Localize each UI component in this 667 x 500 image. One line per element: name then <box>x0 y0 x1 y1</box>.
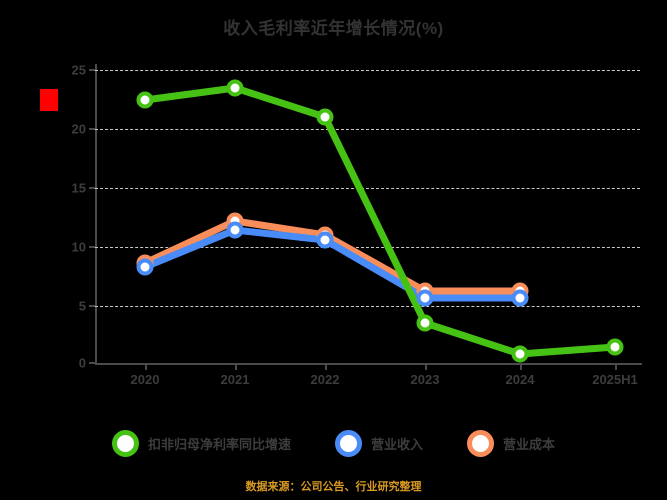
series-lines <box>136 79 624 363</box>
chart-title: 收入毛利率近年增长情况(%) <box>223 19 444 38</box>
y-tick-label-5: 5 <box>78 298 86 314</box>
gridline-10 <box>95 247 640 248</box>
x-tick-label-2020: 2020 <box>130 372 160 387</box>
plot-area: 25 20 15 10 5 0 <box>72 63 640 371</box>
points-green-netprofit <box>136 79 624 363</box>
y-tick-label-10: 10 <box>71 239 86 255</box>
y-tick-mark-0 <box>89 362 95 364</box>
x-axis <box>95 363 642 365</box>
y-tick-label-0: 0 <box>78 355 86 371</box>
legend-item-netprofit[interactable]: 扣非归母净利率同比增速 <box>103 430 291 457</box>
y-tick-mark-25 <box>89 69 95 71</box>
y-tick-mark-20 <box>89 128 95 130</box>
red-highlight-marker <box>40 89 58 111</box>
line-green-netprofit <box>141 84 619 358</box>
legend-label-netprofit: 扣非归母净利率同比增速 <box>147 437 291 452</box>
x-tick-mark-2025h1 <box>615 363 617 370</box>
legend-marker-orange-icon <box>459 430 502 457</box>
legend-marker-blue-icon <box>326 430 370 457</box>
y-tick-mark-10 <box>89 246 95 248</box>
source-note: 数据来源：公司公告、行业研究整理 <box>245 481 422 493</box>
gridline-25 <box>95 70 640 71</box>
y-tick-mark-15 <box>89 187 95 189</box>
x-tick-label-2023: 2023 <box>410 372 440 387</box>
x-tick-label-2022: 2022 <box>310 372 340 387</box>
y-tick-label-15: 15 <box>71 180 86 196</box>
legend-item-revenue[interactable]: 营业收入 <box>326 430 423 457</box>
legend-label-cost: 营业成本 <box>503 437 556 452</box>
points-blue-revenue <box>136 221 529 307</box>
chart-legend: 扣非归母净利率同比增速 营业收入 营业成本 <box>0 430 667 457</box>
x-tick-mark-2020 <box>145 363 147 370</box>
gridline-15 <box>95 188 640 189</box>
legend-item-cost[interactable]: 营业成本 <box>459 430 556 457</box>
x-tick-label-2021: 2021 <box>220 372 250 387</box>
gridline-20 <box>95 129 640 130</box>
x-tick-mark-2024 <box>520 363 522 370</box>
legend-marker-green-icon <box>103 430 147 457</box>
y-tick-label-20: 20 <box>71 121 86 137</box>
x-tick-mark-2023 <box>425 363 427 370</box>
points-orange-cost <box>136 212 529 300</box>
legend-label-revenue: 营业收入 <box>370 437 423 452</box>
y-tick-label-25: 25 <box>71 62 86 78</box>
x-tick-mark-2022 <box>325 363 327 370</box>
y-tick-mark-5 <box>89 305 95 307</box>
x-tick-label-2025h1: 2025H1 <box>592 372 638 387</box>
x-tick-mark-2021 <box>235 363 237 370</box>
x-tick-label-2024: 2024 <box>505 372 535 387</box>
y-axis <box>95 64 97 364</box>
gridline-5 <box>95 306 640 307</box>
